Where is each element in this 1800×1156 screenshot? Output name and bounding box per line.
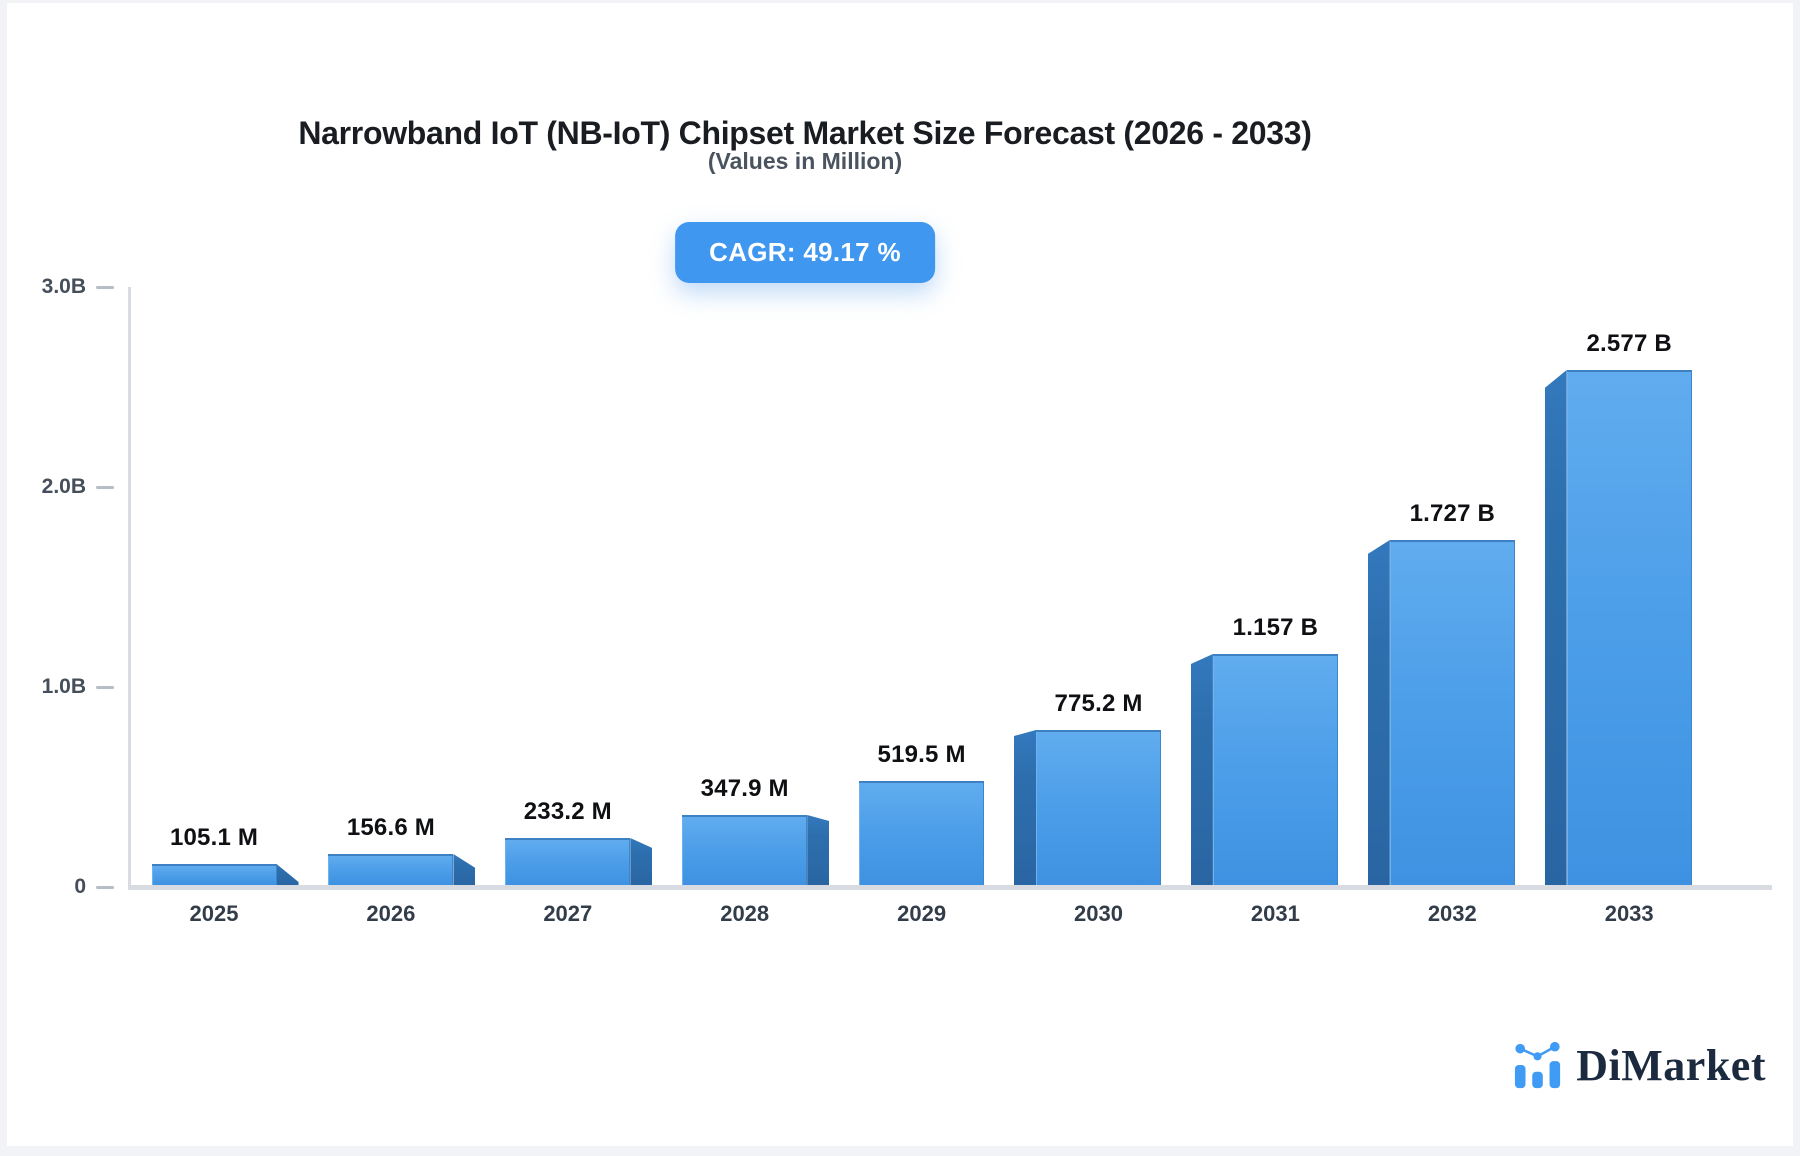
y-axis-line (128, 287, 131, 887)
bar-value-label: 775.2 M (1054, 690, 1143, 717)
chart-subtitle: (Values in Million) (707, 148, 903, 174)
y-axis-tick-label: 3.0B (41, 275, 86, 298)
x-axis-baseline (128, 885, 1772, 890)
bar-2033 (1566, 370, 1692, 885)
frame-edge-right (1793, 0, 1800, 1156)
y-axis-tick-label: 1.0B (41, 675, 86, 698)
frame-edge-bottom (0, 1146, 1800, 1156)
bar-value-label: 1.157 B (1232, 614, 1319, 641)
bar-line-chart-icon (1513, 1040, 1563, 1090)
bar-side-3d-2030 (1014, 730, 1036, 885)
y-axis-tick-mark (96, 886, 114, 889)
bar-2026 (328, 854, 454, 885)
bar-side-3d-2032 (1367, 540, 1390, 885)
bar-side-3d-2026 (453, 854, 476, 885)
bar-2029 (859, 781, 985, 885)
x-axis-label-2033: 2033 (1604, 901, 1654, 926)
x-axis-label-2026: 2026 (366, 901, 416, 926)
bar-value-label: 347.9 M (700, 775, 789, 802)
y-axis-tick-mark (96, 286, 114, 289)
x-axis-label-2032: 2032 (1427, 901, 1477, 926)
brand-name: DiMarket (1576, 1041, 1766, 1090)
y-axis-tick-mark (96, 686, 114, 689)
bar-value-label: 2.577 B (1586, 330, 1672, 357)
bar-side-3d-2028 (807, 815, 830, 885)
chart-title: Narrowband IoT (NB-IoT) Chipset Market S… (298, 115, 1312, 152)
bar-2025 (151, 864, 277, 885)
bar-side-3d-2025 (276, 864, 299, 885)
x-axis-label-2030: 2030 (1074, 901, 1123, 926)
x-axis-label-2028: 2028 (720, 901, 770, 926)
bar-value-label: 233.2 M (523, 798, 612, 825)
bar-side-3d-2031 (1190, 654, 1213, 885)
x-axis-label-2029: 2029 (897, 901, 947, 926)
cagr-badge: CAGR: 49.17 % (675, 222, 935, 283)
x-axis-label-2031: 2031 (1250, 901, 1300, 926)
bar-side-3d-2033 (1544, 370, 1567, 885)
frame-edge-top (0, 0, 1800, 3)
bar-2030 (1036, 730, 1161, 885)
bar-2027 (505, 838, 631, 885)
frame-edge-left (0, 0, 7, 1156)
bar-value-label: 105.1 M (169, 824, 259, 851)
y-axis-tick-label: 2.0B (41, 475, 86, 498)
bar-value-label: 519.5 M (877, 741, 966, 768)
bar-side-3d-2027 (630, 838, 653, 885)
bar-value-label: 1.727 B (1409, 500, 1496, 527)
x-axis-label-2025: 2025 (189, 901, 239, 926)
bar-2031 (1212, 654, 1338, 885)
x-axis-label-2027: 2027 (543, 901, 593, 926)
y-axis-tick-label: 0 (74, 875, 86, 898)
y-axis-tick-mark (96, 486, 114, 489)
bar-2032 (1389, 540, 1515, 885)
bar-2028 (682, 815, 808, 885)
brand-logo: DiMarket (1513, 1040, 1766, 1090)
bar-value-label: 156.6 M (346, 814, 435, 841)
